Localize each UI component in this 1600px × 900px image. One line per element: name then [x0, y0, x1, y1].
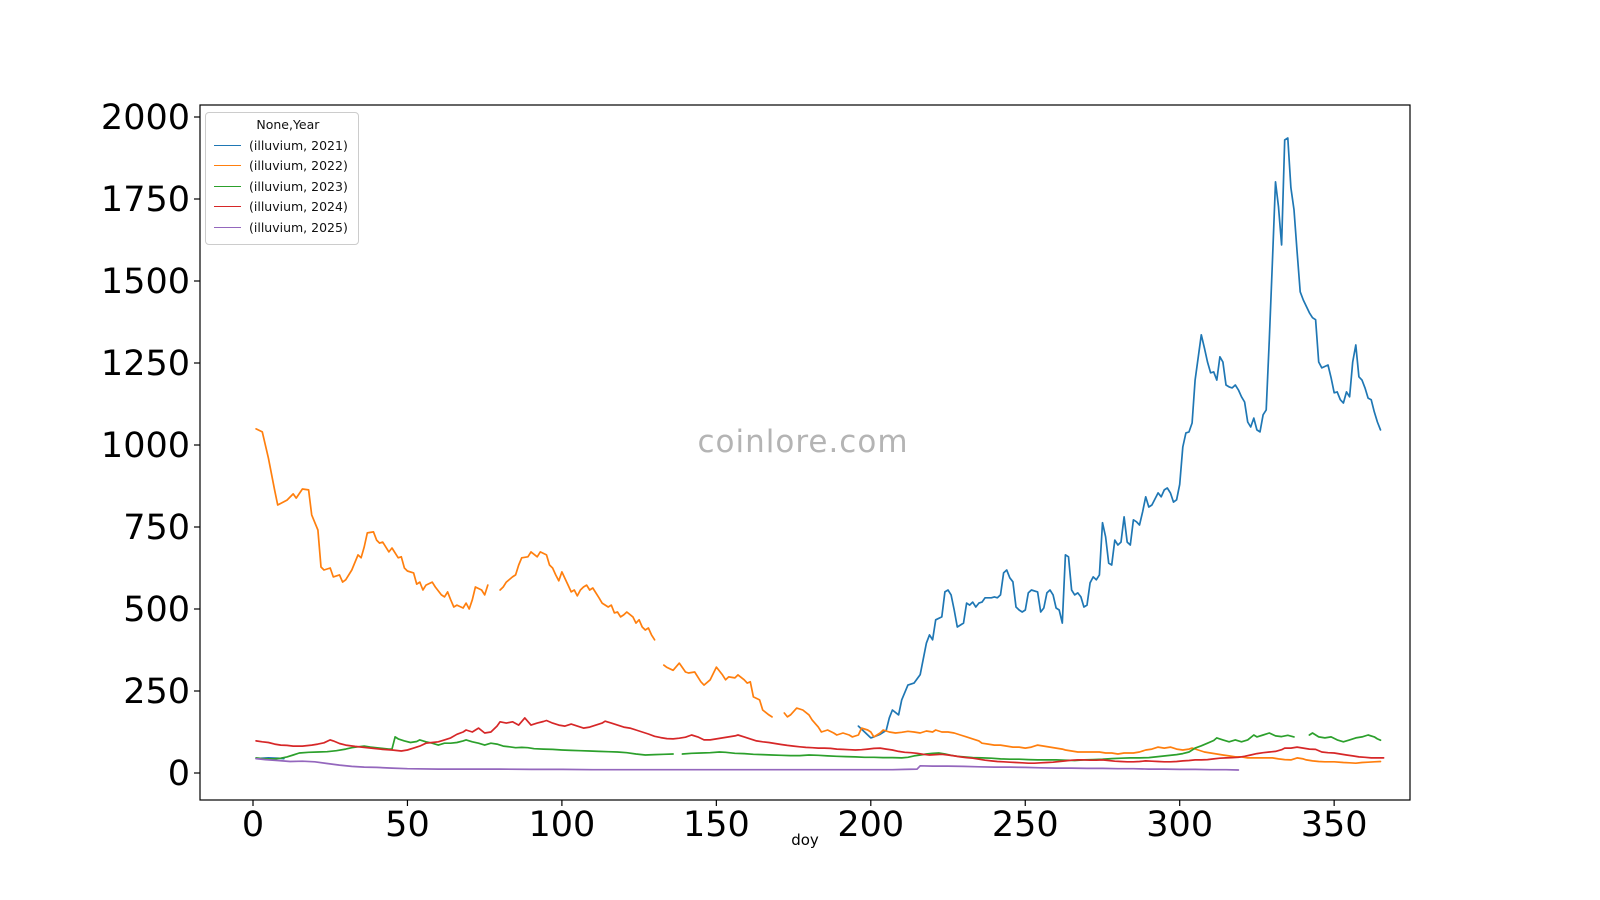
- legend-label: (illuvium, 2023): [249, 178, 348, 194]
- legend-line-swatch-2024: [214, 206, 241, 208]
- y-tick-label: 500: [123, 590, 190, 630]
- series-line-2025: [255, 757, 1240, 771]
- legend-line-swatch-2023: [214, 185, 241, 187]
- x-tick-label: 0: [242, 805, 264, 845]
- y-tick-label: 750: [123, 508, 190, 548]
- legend-title: None,Year: [256, 117, 320, 132]
- legend-label: (illuvium, 2021): [249, 137, 348, 153]
- axes-spines: [199, 104, 1411, 801]
- x-tick-label: 300: [1146, 805, 1213, 845]
- x-axis-label: doy: [791, 831, 819, 849]
- watermark: coinlore.com: [697, 424, 909, 460]
- y-tick-label: 2000: [101, 98, 190, 138]
- x-tick-label: 150: [683, 805, 750, 845]
- x-tick-label: 250: [992, 805, 1059, 845]
- series-line-2024: [255, 717, 1385, 765]
- legend-label: (illuvium, 2025): [249, 219, 348, 235]
- legend-line-swatch-2025: [214, 226, 241, 228]
- y-tick-label: 1500: [101, 262, 190, 302]
- y-tick-label: 1750: [101, 180, 190, 220]
- legend-entry-2025: (illuvium, 2025): [214, 217, 348, 238]
- y-tick-label: 250: [123, 672, 190, 712]
- legend-entry-2024: (illuvium, 2024): [214, 197, 348, 218]
- y-tick-label: 1000: [101, 426, 190, 466]
- y-tick-label: 1250: [101, 344, 190, 384]
- legend-entry-2021: (illuvium, 2021): [214, 135, 348, 156]
- legend-label: (illuvium, 2022): [249, 158, 348, 174]
- legend-entry-2023: (illuvium, 2023): [214, 176, 348, 197]
- x-tick-label: 50: [385, 805, 430, 845]
- legend-line-swatch-2021: [214, 144, 241, 146]
- series-line-2022: [255, 428, 1382, 765]
- legend-label: (illuvium, 2024): [249, 199, 348, 215]
- x-tick-label: 100: [528, 805, 595, 845]
- legend-entry-2022: (illuvium, 2022): [214, 156, 348, 177]
- series-line-2023: [255, 732, 1382, 762]
- x-tick-label: 200: [837, 805, 904, 845]
- legend: None,Year (illuvium, 2021) (illuvium, 202…: [205, 112, 359, 245]
- y-tick-label: 0: [168, 754, 190, 794]
- legend-line-swatch-2022: [214, 165, 241, 167]
- x-tick-label: 350: [1301, 805, 1368, 845]
